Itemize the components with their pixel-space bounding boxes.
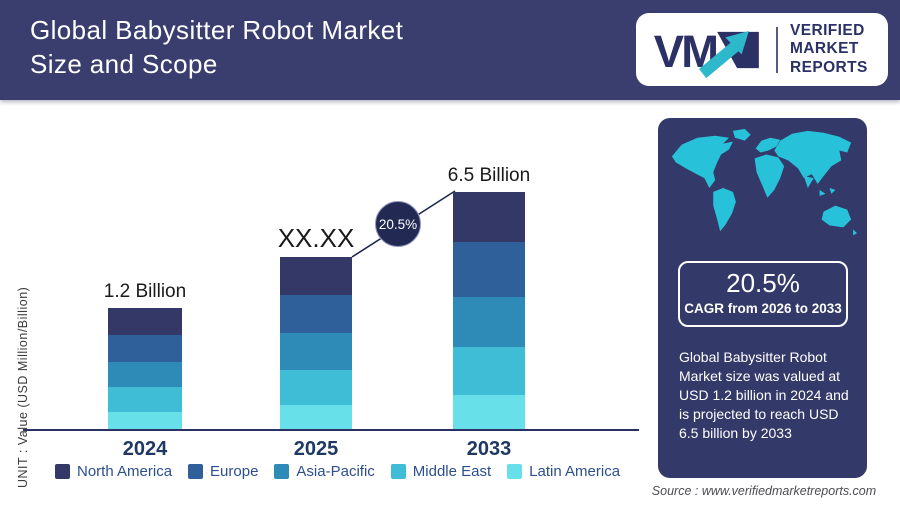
cagr-bubble: 20.5% — [375, 201, 421, 247]
world-map-icon — [671, 128, 858, 236]
legend-swatch-north-america — [55, 464, 70, 479]
wordmark-line: VERIFIED — [790, 21, 865, 39]
bar-segment-europe-2024 — [108, 335, 182, 362]
market-summary-text: Global Babysitter Robot Market size was … — [679, 349, 849, 441]
bar-segment-middle-east-2024 — [108, 387, 182, 412]
bar-2033 — [453, 192, 525, 430]
legend-swatch-europe — [188, 464, 204, 479]
wordmark-line: REPORTS — [790, 58, 868, 76]
legend-item-asia-pacific: Asia-Pacific — [274, 463, 375, 480]
arrow-shaft — [699, 41, 739, 78]
legend-label-middle-east: Middle East — [412, 463, 492, 480]
legend-item-europe: Europe — [188, 463, 258, 480]
bar-segment-latin-america-2024 — [108, 412, 182, 430]
header: Global Babysitter Robot Market Size and … — [0, 0, 900, 100]
bar-segment-latin-america-2033 — [453, 395, 525, 430]
legend-item-north-america: North America — [55, 463, 172, 480]
chart-area: UNIT : Value (USD Million/Billion) 1.2 B… — [0, 100, 650, 506]
cagr-bubble-value: 20.5% — [378, 216, 418, 232]
page-title: Global Babysitter Robot Market Size and … — [30, 13, 403, 81]
bar-2025 — [280, 257, 352, 430]
bar-segment-latin-america-2025 — [280, 405, 352, 430]
x-axis-label-2025: 2025 — [293, 438, 339, 460]
legend: North America Europe Asia-Pacific Middle Ea… — [55, 463, 620, 480]
summary-panel: 20.5% CAGR from 2026 to 2033 Global Baby… — [658, 118, 867, 478]
bar-segment-middle-east-2033 — [453, 347, 525, 395]
x-axis-label-2033: 2033 — [466, 438, 512, 460]
bar-segment-north-america-2033 — [453, 192, 525, 242]
bar-segment-asia-pacific-2033 — [453, 297, 525, 347]
bar-value-label-2024: 1.2 Billion — [103, 281, 187, 302]
vmr-logo: VM VERIFIED MARKET REPORTS — [636, 13, 888, 86]
bar-segment-middle-east-2025 — [280, 370, 352, 405]
bar-value-label-2033: 6.5 Billion — [447, 165, 531, 186]
legend-item-latin-america: Latin America — [507, 463, 620, 480]
legend-item-middle-east: Middle East — [390, 463, 492, 480]
legend-label-asia-pacific: Asia-Pacific — [296, 463, 375, 480]
legend-swatch-middle-east — [390, 464, 406, 479]
legend-label-europe: Europe — [210, 463, 259, 480]
logo-wordmark: VERIFIED MARKET REPORTS — [790, 22, 868, 78]
logo-divider — [776, 26, 778, 73]
bar-segment-asia-pacific-2024 — [108, 362, 182, 387]
bar-2024 — [108, 308, 182, 430]
bar-segment-north-america-2024 — [108, 308, 182, 335]
x-axis-label-2024: 2024 — [122, 438, 168, 460]
legend-label-north-america: North America — [77, 463, 173, 480]
cagr-box: 20.5% CAGR from 2026 to 2033 — [678, 261, 848, 327]
legend-swatch-latin-america — [507, 464, 523, 479]
x-axis-line — [23, 429, 639, 431]
bar-segment-europe-2025 — [280, 295, 352, 333]
bar-segment-asia-pacific-2025 — [280, 333, 352, 370]
cagr-value: 20.5% — [726, 268, 800, 298]
arrow-up-right-icon — [725, 30, 749, 55]
vmr-logo-mark-icon: VM — [654, 26, 759, 78]
page-title-line2: Size and Scope — [30, 49, 218, 79]
source-attribution: Source : www.verifiedmarketreports.com — [651, 484, 877, 498]
y-axis-unit-label: UNIT : Value (USD Million/Billion) — [16, 286, 30, 488]
bar-value-label-2025: XX.XX — [277, 223, 355, 253]
page-title-line1: Global Babysitter Robot Market — [30, 15, 404, 45]
legend-swatch-asia-pacific — [274, 464, 290, 479]
bar-segment-europe-2033 — [453, 242, 525, 297]
cagr-caption: CAGR from 2026 to 2033 — [684, 301, 842, 316]
wordmark-line: MARKET — [790, 40, 859, 58]
bar-segment-north-america-2025 — [280, 257, 352, 295]
legend-label-latin-america: Latin America — [529, 463, 621, 480]
